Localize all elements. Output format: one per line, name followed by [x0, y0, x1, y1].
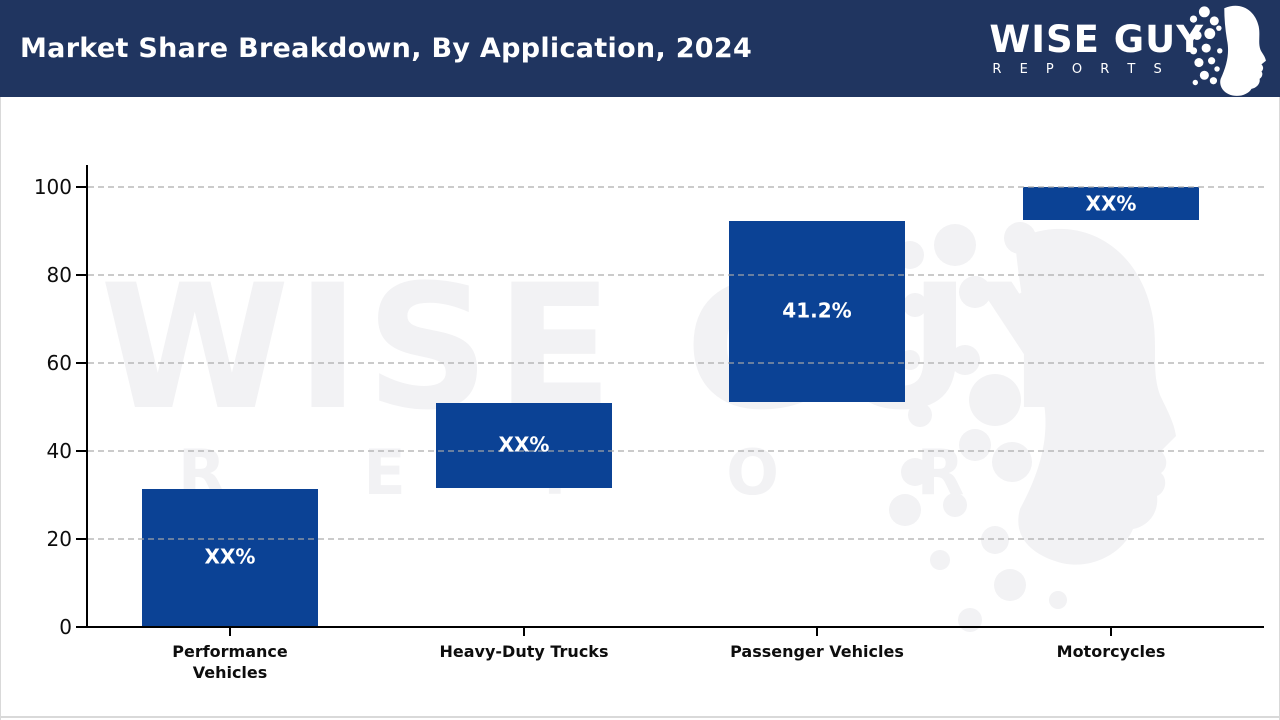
y-tick-label: 0: [59, 615, 72, 639]
x-tick-passenger-vehicles: [816, 628, 818, 636]
bar-value-label: XX%: [1085, 191, 1137, 216]
gridline-40: [88, 450, 1264, 452]
x-tick-motorcycles: [1110, 628, 1112, 636]
y-tick-label: 80: [46, 263, 72, 287]
bar-heavy-duty-trucks: XX%: [436, 402, 612, 488]
y-axis-line: [86, 165, 88, 628]
y-tick-40: [76, 450, 86, 452]
x-category-label-passenger-vehicles: Passenger Vehicles: [730, 642, 904, 661]
x-tick-performance-vehicles: [229, 628, 231, 636]
brand-name: WISE GUY: [989, 17, 1204, 61]
header: Market Share Breakdown, By Application, …: [0, 0, 1280, 97]
bar-value-label: XX%: [498, 432, 550, 457]
x-axis-line: [86, 626, 1264, 628]
y-tick-80: [76, 274, 86, 276]
x-category-label-motorcycles: Motorcycles: [1056, 642, 1166, 661]
brand-head-icon: [1189, 5, 1266, 96]
bar-motorcycles: XX%: [1023, 187, 1199, 221]
page-border-left: [0, 97, 1, 720]
page-title: Market Share Breakdown, By Application, …: [20, 33, 753, 64]
gridline-20: [88, 538, 1264, 540]
x-category-label-heavy-duty-trucks: Heavy-Duty Trucks: [439, 642, 609, 661]
y-tick-100: [76, 186, 86, 188]
x-category-label-performance-vehicles: Performance Vehicles: [172, 642, 288, 682]
y-tick-60: [76, 362, 86, 364]
gridline-60: [88, 362, 1264, 364]
footer-divider: [0, 716, 1280, 718]
y-tick-0: [76, 626, 86, 628]
y-tick-label: 20: [46, 527, 72, 551]
bar-performance-vehicles: XX%: [142, 488, 318, 626]
brand-logo: WISE GUY R E P O R T S: [989, 1, 1270, 97]
y-tick-20: [76, 538, 86, 540]
y-tick-label: 40: [46, 439, 72, 463]
gridline-100: [88, 186, 1264, 188]
bar-value-label: XX%: [204, 544, 256, 569]
gridline-80: [88, 274, 1264, 276]
bar-value-label: 41.2%: [782, 298, 852, 323]
y-tick-label: 100: [33, 175, 72, 199]
x-tick-heavy-duty-trucks: [523, 628, 525, 636]
watermark-head-logo: [889, 222, 1176, 632]
brand-subtitle: R E P O R T S: [992, 61, 1169, 77]
y-tick-label: 60: [46, 351, 72, 375]
bar-passenger-vehicles: 41.2%: [729, 221, 905, 402]
